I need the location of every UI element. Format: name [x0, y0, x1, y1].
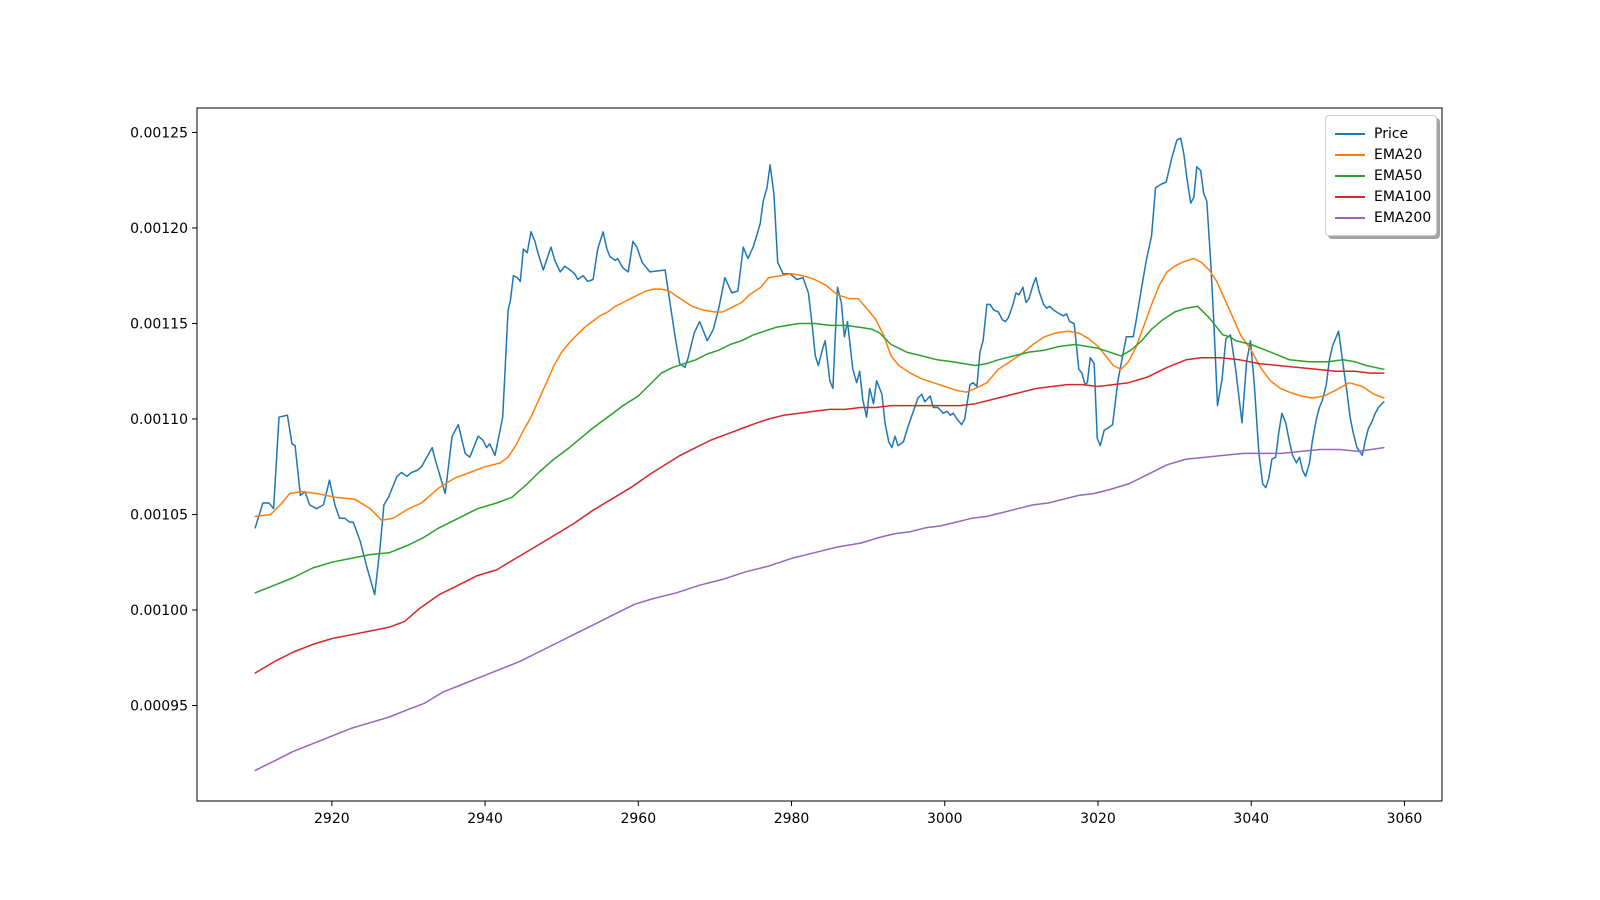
- plot-border: [196, 107, 1443, 802]
- legend-label: EMA100: [1374, 188, 1432, 205]
- y-tick-label: 0.00115: [130, 316, 188, 332]
- y-tick-label: 0.00120: [130, 221, 188, 237]
- legend-label: Price: [1374, 125, 1409, 142]
- legend-label: EMA50: [1374, 167, 1423, 184]
- x-axis: 2920 2940 2960 2980 3000 3020 3040 3060: [314, 801, 1422, 827]
- ema200-line: [254, 446, 1385, 772]
- x-tick-label: 3000: [927, 811, 963, 827]
- x-tick-label: 2940: [467, 811, 503, 827]
- legend-line-sample: [1335, 174, 1365, 177]
- x-tick-label: 3020: [1080, 811, 1116, 827]
- y-tick-label: 0.00105: [130, 507, 188, 523]
- legend-label: EMA200: [1374, 209, 1432, 226]
- legend-line-sample: [1335, 195, 1365, 198]
- legend-entry-ema20: EMA20: [1335, 144, 1428, 165]
- legend-line-sample: [1335, 132, 1365, 135]
- price-line: [254, 137, 1385, 596]
- legend-entry-price: Price: [1335, 123, 1428, 144]
- x-tick-label: 3060: [1387, 811, 1423, 827]
- plot-area-border: [196, 107, 1443, 802]
- y-tick-label: 0.00095: [130, 698, 188, 714]
- y-tick-label: 0.00100: [130, 603, 188, 619]
- x-tick-label: 2960: [620, 811, 656, 827]
- ema50-line: [254, 305, 1385, 594]
- y-tick-label: 0.00125: [130, 125, 188, 141]
- legend-line-sample: [1335, 216, 1365, 219]
- x-tick-label: 3040: [1233, 811, 1269, 827]
- ema20-line: [254, 257, 1385, 521]
- y-tick-label: 0.00110: [130, 412, 188, 428]
- legend-entry-ema200: EMA200: [1335, 207, 1432, 228]
- x-tick-label: 2980: [774, 811, 810, 827]
- legend: Price EMA20 EMA50 EMA100 EMA200: [1325, 115, 1437, 236]
- legend-entry-ema100: EMA100: [1335, 186, 1432, 207]
- x-tick-label: 2920: [314, 811, 350, 827]
- legend-line-sample: [1335, 153, 1365, 156]
- legend-entry-ema50: EMA50: [1335, 165, 1428, 186]
- legend-label: EMA20: [1374, 146, 1423, 163]
- series-lines: [254, 137, 1385, 772]
- ema100-line: [254, 357, 1385, 674]
- y-axis: 0.00095 0.00100 0.00105 0.00110 0.00115 0.001…: [130, 125, 197, 714]
